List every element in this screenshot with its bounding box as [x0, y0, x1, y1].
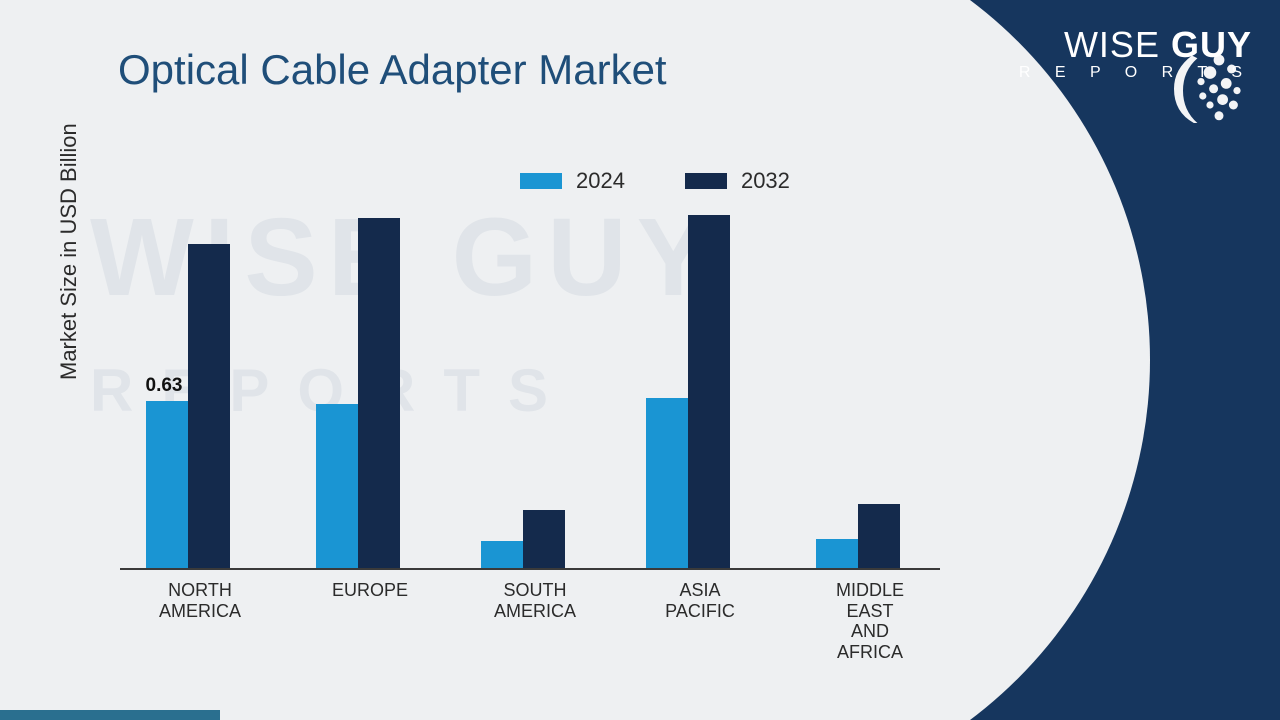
x-axis-line [120, 568, 940, 570]
bar-2032 [523, 510, 565, 568]
legend-swatch-2032 [685, 173, 727, 189]
bar-2024 [481, 541, 523, 568]
x-tick-label: MIDDLEEASTANDAFRICA [800, 580, 940, 663]
chart-title: Optical Cable Adapter Market [118, 46, 667, 94]
bottom-accent-bar [0, 710, 220, 720]
bar-2024 [146, 401, 188, 568]
brand-logo: WISE GUY R E P O R T S [1019, 24, 1252, 82]
bar-2032 [858, 504, 900, 568]
x-axis-labels: NORTHAMERICA EUROPE SOUTHAMERICA ASIAPACIFI… [120, 574, 940, 694]
bar-2024 [646, 398, 688, 568]
brand-head-icon [1156, 42, 1246, 132]
legend-item-2024: 2024 [520, 168, 625, 194]
bar-value-label: 0.63 [134, 375, 194, 397]
y-axis-label: Market Size in USD Billion [56, 123, 82, 380]
bar-2024 [816, 539, 858, 568]
legend-label-2024: 2024 [576, 168, 625, 194]
bar-2032 [188, 244, 230, 568]
legend-swatch-2024 [520, 173, 562, 189]
legend-item-2032: 2032 [685, 168, 790, 194]
bar-2024 [316, 404, 358, 568]
bar-2032 [688, 215, 730, 568]
plot-area: 0.63 [120, 210, 940, 570]
x-tick-label: EUROPE [300, 580, 440, 601]
chart-card: WISE GUYREPORTS WISE GUY R E P O R T S O… [0, 0, 1280, 720]
x-tick-label: SOUTHAMERICA [465, 580, 605, 621]
x-tick-label: NORTHAMERICA [130, 580, 270, 621]
legend-label-2032: 2032 [741, 168, 790, 194]
x-tick-label: ASIAPACIFIC [630, 580, 770, 621]
legend: 2024 2032 [520, 168, 790, 194]
brand-word-1: WISE [1064, 24, 1160, 65]
bar-2032 [358, 218, 400, 568]
